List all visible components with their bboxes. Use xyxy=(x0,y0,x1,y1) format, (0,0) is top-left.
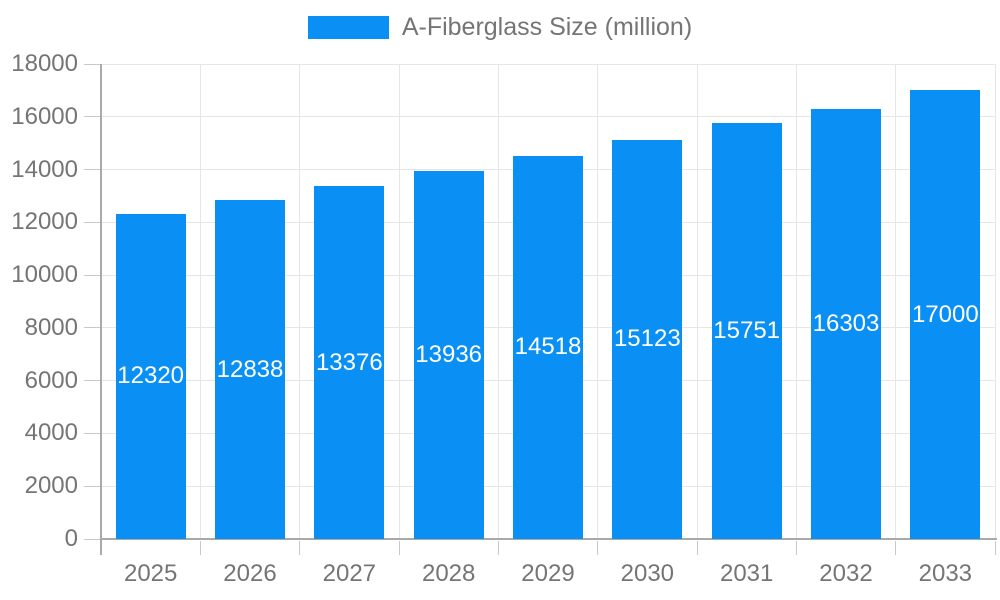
bar[interactable]: 12838 xyxy=(215,200,285,539)
gridline-vertical xyxy=(895,64,897,539)
bar[interactable]: 12320 xyxy=(115,213,186,539)
x-axis-label: 2033 xyxy=(918,560,973,587)
plot-area: 0 2000 4000 6000 8000 10000 12000 14000 16000 180… xyxy=(11,51,997,587)
bar-value-label: 13936 xyxy=(415,341,483,369)
y-axis-tick xyxy=(84,380,100,382)
y-axis-tick xyxy=(84,538,100,540)
y-axis-tick xyxy=(84,221,100,223)
y-axis-label: 18000 xyxy=(11,50,78,77)
gridline-vertical xyxy=(299,64,301,539)
gridline-vertical xyxy=(696,64,698,539)
gridline-vertical xyxy=(597,64,599,539)
bar[interactable]: 17000 xyxy=(910,90,981,539)
bar[interactable]: 15123 xyxy=(612,139,683,539)
y-axis-tick xyxy=(84,485,100,487)
y-axis-tick xyxy=(84,169,100,171)
y-axis-tick xyxy=(84,327,100,329)
bar-value-label: 13376 xyxy=(315,348,383,376)
x-axis-label: 2030 xyxy=(620,560,675,587)
x-axis-tick xyxy=(398,541,400,555)
bar[interactable]: 14518 xyxy=(513,155,583,539)
y-axis-label: 2000 xyxy=(24,472,78,500)
x-axis-label: 2026 xyxy=(223,560,277,587)
x-axis-tick xyxy=(994,541,996,555)
bar[interactable]: 13376 xyxy=(314,186,385,539)
y-axis-line xyxy=(100,64,102,555)
bar[interactable]: 13936 xyxy=(413,171,484,539)
y-axis-label: 14000 xyxy=(11,155,78,183)
y-axis-tick xyxy=(84,63,100,65)
gridline-horizontal xyxy=(101,63,995,65)
gridline-vertical xyxy=(199,64,201,539)
x-axis-label: 2029 xyxy=(521,560,575,587)
bar-value-label: 16303 xyxy=(812,309,880,337)
bar-value-label: 12838 xyxy=(216,355,284,383)
gridline-vertical xyxy=(398,64,400,539)
x-axis-label: 2025 xyxy=(123,560,178,587)
x-axis-line xyxy=(100,538,997,540)
x-axis-tick xyxy=(497,541,499,555)
y-axis-label: 0 xyxy=(64,525,78,552)
bar-value-label: 17000 xyxy=(911,300,979,328)
y-axis-label: 8000 xyxy=(24,313,78,341)
x-axis-label: 2028 xyxy=(421,560,476,587)
y-axis-tick xyxy=(84,432,100,434)
x-axis-label: 2032 xyxy=(819,560,873,587)
x-axis-tick xyxy=(795,541,797,555)
x-axis-label: 2031 xyxy=(719,560,774,587)
gridline-vertical xyxy=(497,64,499,539)
x-axis-tick xyxy=(696,541,698,555)
y-axis-label: 12000 xyxy=(11,208,78,236)
y-axis-label: 16000 xyxy=(11,102,78,130)
y-axis-tick xyxy=(84,274,100,276)
legend-swatch xyxy=(307,16,389,39)
y-axis-label: 4000 xyxy=(24,419,78,447)
y-axis-label: 10000 xyxy=(11,261,78,289)
bar-value-label: 14518 xyxy=(514,333,582,361)
gridline-vertical xyxy=(795,64,797,539)
x-axis-tick xyxy=(895,541,897,555)
bar-value-label: 15123 xyxy=(613,325,681,353)
y-axis-tick xyxy=(84,116,100,118)
x-axis-tick xyxy=(199,541,201,555)
y-axis-label: 6000 xyxy=(24,366,78,394)
gridline-vertical xyxy=(994,64,996,539)
x-axis-tick xyxy=(299,541,301,555)
bar[interactable]: 15751 xyxy=(711,123,782,539)
legend[interactable]: A-Fiberglass Size (million) xyxy=(0,13,1000,42)
bar-value-label: 12320 xyxy=(117,362,185,390)
bar-value-label: 15751 xyxy=(713,317,781,345)
bar[interactable]: 16303 xyxy=(811,108,881,539)
x-axis-tick xyxy=(597,541,599,555)
gridline-horizontal xyxy=(101,116,995,118)
x-axis-label: 2027 xyxy=(322,560,377,587)
legend-label: A-Fiberglass Size (million) xyxy=(401,13,693,41)
